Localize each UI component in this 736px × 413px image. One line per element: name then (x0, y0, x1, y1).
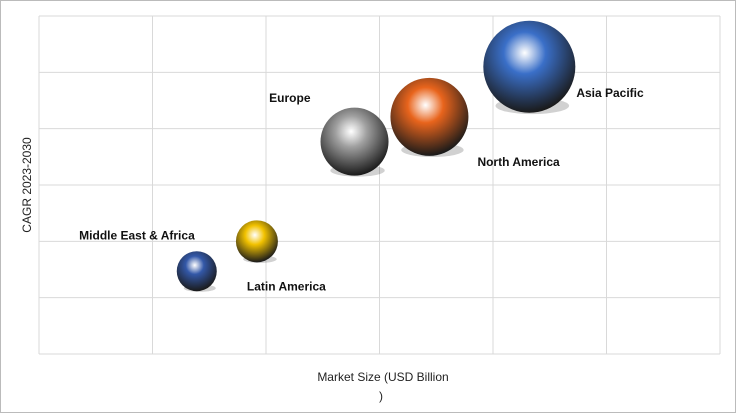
bubble-label: Middle East & Africa (79, 228, 195, 242)
bubble-label: Asia Pacific (576, 86, 644, 100)
x-axis-title: Market Size (USD Billion (317, 370, 448, 384)
bubble (235, 220, 278, 263)
bubble (176, 251, 217, 292)
bubble (483, 20, 576, 113)
x-axis-title: ) (379, 389, 383, 403)
bubble-label: Europe (269, 91, 311, 105)
bubble-label: North America (477, 155, 560, 169)
bubble-label: Latin America (247, 280, 326, 294)
bubble (390, 77, 469, 156)
bubble (320, 107, 389, 176)
y-axis-title: CAGR 2023-2030 (20, 137, 34, 233)
